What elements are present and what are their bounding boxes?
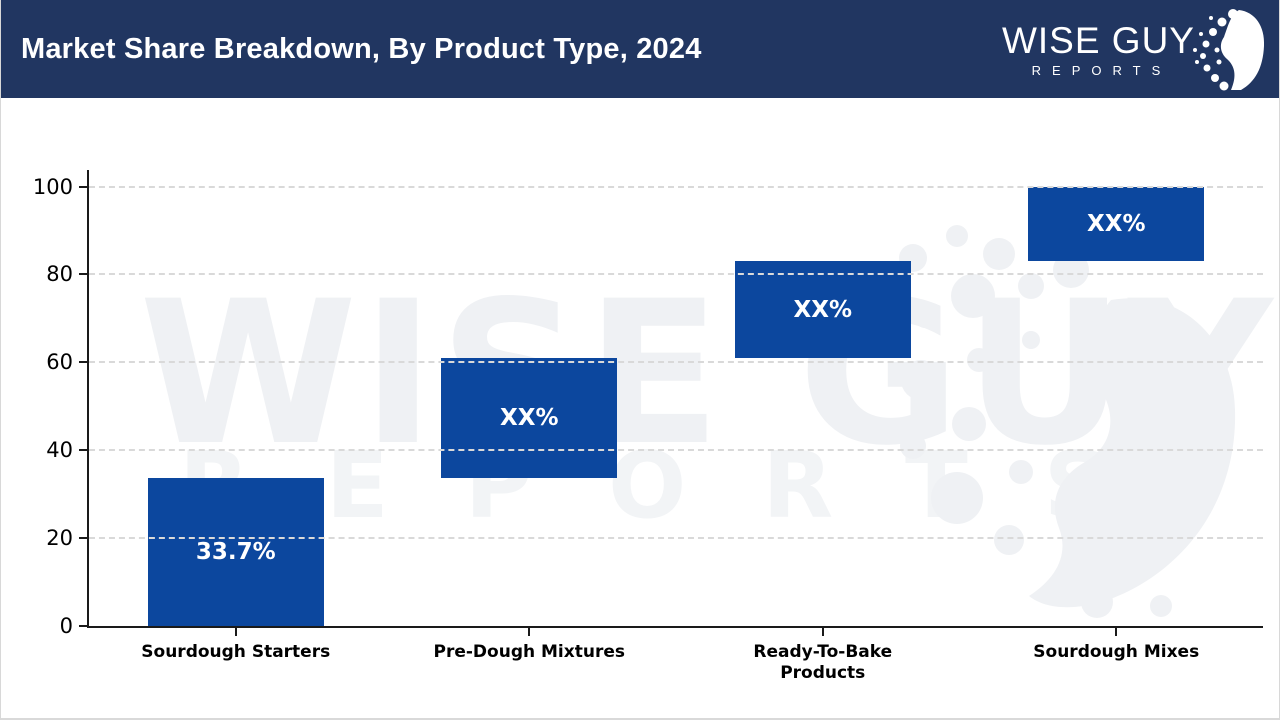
gridline <box>89 537 1263 540</box>
y-tick-label: 60 <box>46 350 73 375</box>
x-tick-mark <box>821 628 824 636</box>
y-tick-label: 0 <box>59 614 73 638</box>
y-tick-mark <box>79 185 87 188</box>
brand-logo-wise-guy: WISE GUY <box>1001 19 1195 61</box>
gridline <box>89 449 1263 452</box>
gridline <box>89 185 1263 188</box>
x-axis-category-label: Sourdough Mixes <box>1033 642 1200 662</box>
bar-segment <box>441 357 618 478</box>
bar-value-label: XX% <box>1086 210 1146 237</box>
x-axis-category-label: Ready-To-Bake Products <box>753 642 893 684</box>
y-tick-mark <box>79 537 87 540</box>
x-axis-category-label: Pre-Dough Mixtures <box>433 642 625 662</box>
header-bar: Market Share Breakdown, By Product Type,… <box>1 0 1279 98</box>
bar-value-label: XX% <box>793 296 853 323</box>
y-tick-label: 20 <box>46 526 73 551</box>
y-tick-label: 40 <box>46 438 73 463</box>
y-tick-mark <box>79 449 87 452</box>
bar-value-label: 33.7% <box>195 538 276 565</box>
bar-segment <box>147 477 324 626</box>
y-tick-mark <box>79 361 87 364</box>
y-tick-label: 100 <box>32 174 73 199</box>
y-axis-line <box>87 170 89 628</box>
brand-logo: WISE GUY REPORTS <box>1002 6 1279 92</box>
x-tick-mark <box>1115 628 1118 636</box>
gridline <box>89 273 1263 276</box>
plot-area: 0 20 40 60 80 100 33.7% Sourdough Starters XX% Pr… <box>33 170 1263 683</box>
y-tick-mark <box>79 625 87 627</box>
brand-logo-text: WISE GUY REPORTS <box>1002 22 1195 77</box>
gridline <box>89 361 1263 364</box>
page-title: Market Share Breakdown, By Product Type,… <box>21 32 702 65</box>
y-tick-mark <box>79 273 87 276</box>
x-axis-category-label: Sourdough Starters <box>141 642 331 662</box>
bar-segment <box>734 261 911 358</box>
bar-value-label: XX% <box>499 404 559 431</box>
x-axis-line <box>87 626 1263 628</box>
x-tick-mark <box>234 628 237 636</box>
y-tick-label: 80 <box>46 262 73 287</box>
brand-logo-reports: REPORTS <box>1031 62 1172 78</box>
x-tick-mark <box>528 628 531 636</box>
brand-logo-head-icon <box>1193 9 1265 91</box>
